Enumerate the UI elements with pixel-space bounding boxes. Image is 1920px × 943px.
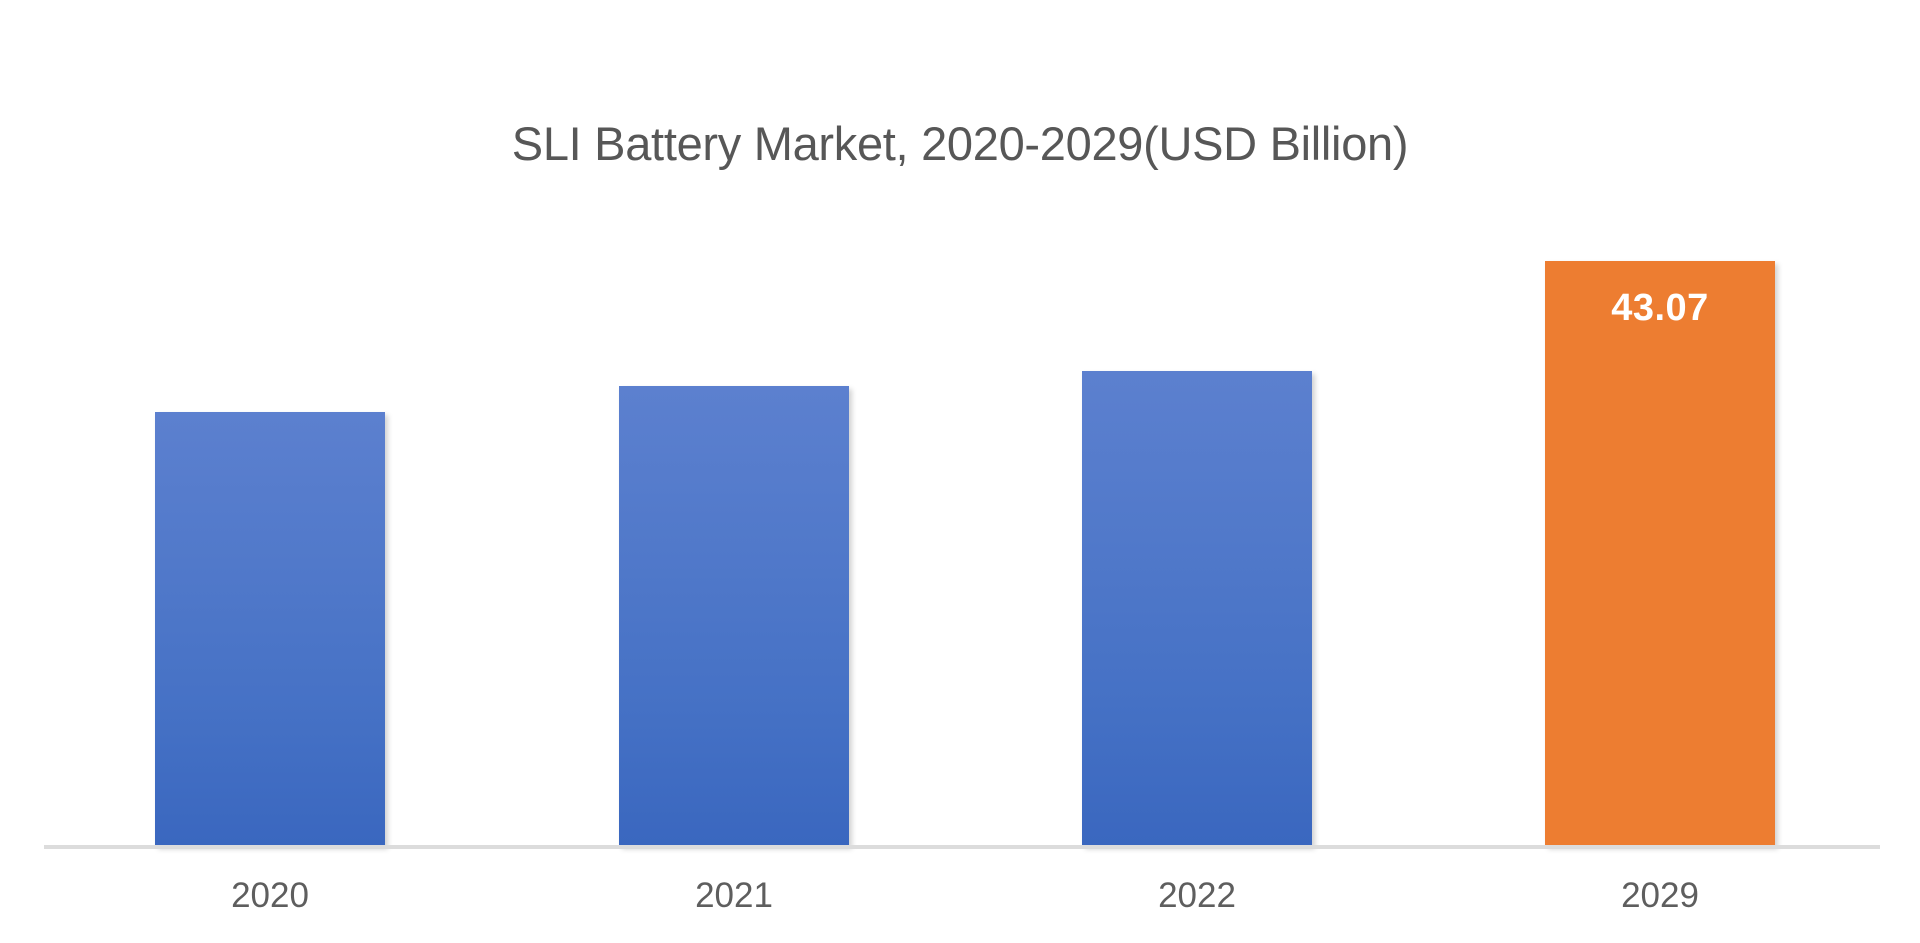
bar-2020[interactable] [155, 412, 385, 846]
bar-2022[interactable] [1082, 371, 1312, 846]
category-label-2020: 2020 [231, 876, 309, 915]
chart-title: SLI Battery Market, 2020-2029(USD Billio… [511, 117, 1409, 170]
category-label-2022: 2022 [1158, 876, 1236, 915]
category-axis-line [44, 845, 1880, 849]
category-label-2029: 2029 [1621, 876, 1699, 915]
bar-value-label-2029: 43.07 [1611, 287, 1709, 329]
category-label-2021: 2021 [695, 876, 773, 915]
bar-2029[interactable]: 43.07 [1545, 261, 1775, 846]
bar-2021[interactable] [619, 386, 849, 846]
